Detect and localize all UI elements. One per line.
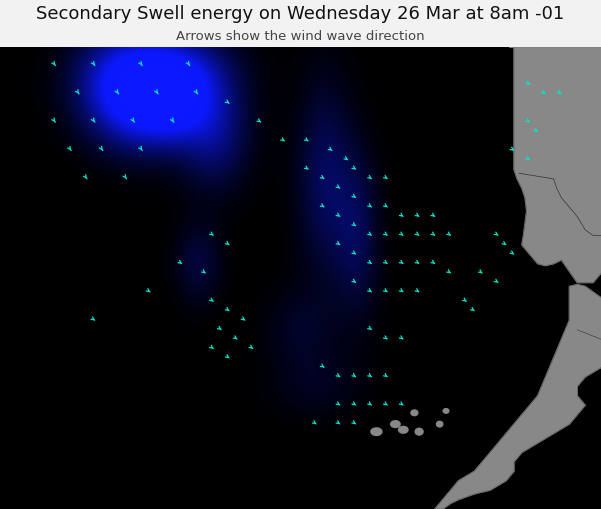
Ellipse shape [436,421,443,427]
Polygon shape [435,264,601,509]
Ellipse shape [371,428,382,435]
Ellipse shape [415,428,423,435]
Ellipse shape [443,409,449,413]
Text: Secondary Swell energy on Wednesday 26 Mar at 8am -01: Secondary Swell energy on Wednesday 26 M… [37,5,564,23]
Polygon shape [509,47,601,282]
Polygon shape [593,47,601,56]
Ellipse shape [398,427,408,433]
Ellipse shape [411,410,418,416]
Ellipse shape [391,421,400,428]
Text: Arrows show the wind wave direction: Arrows show the wind wave direction [176,30,425,43]
